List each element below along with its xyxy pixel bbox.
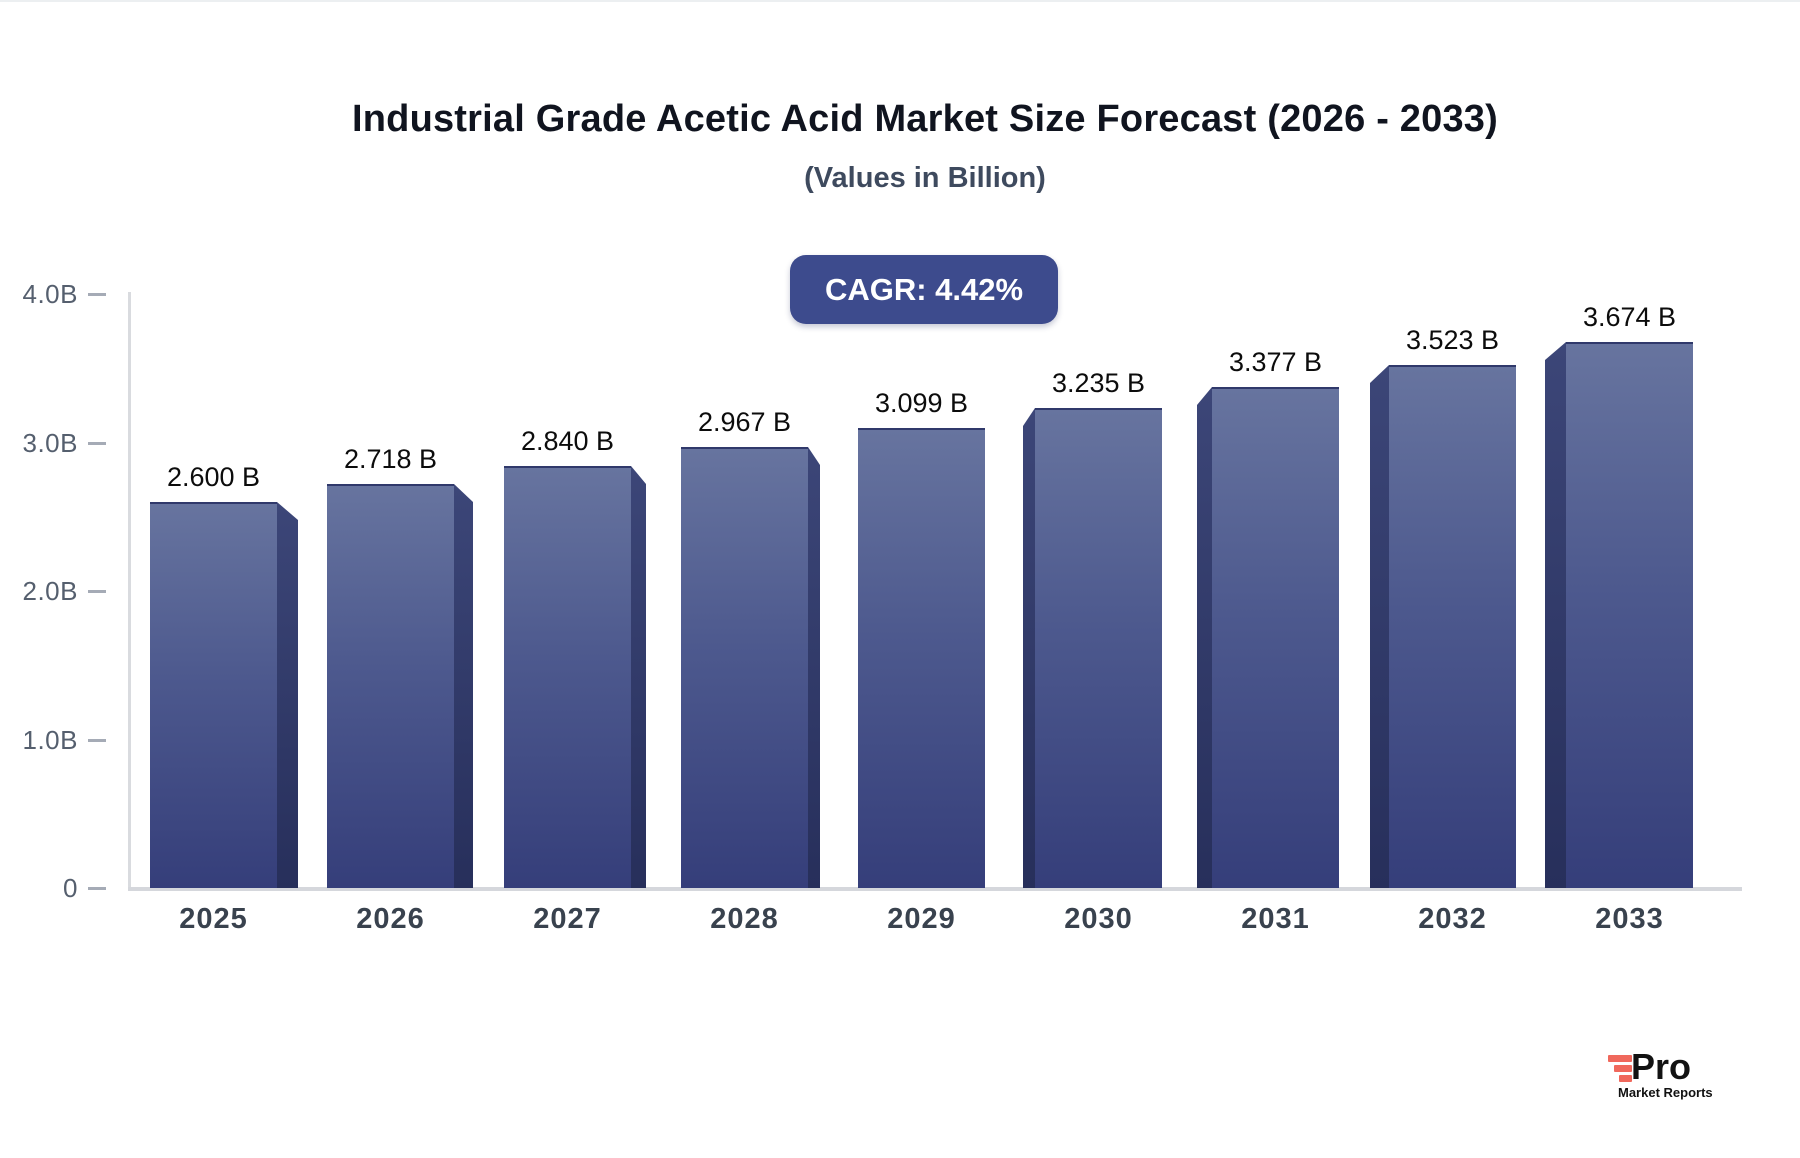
x-axis-label-2028: 2028 xyxy=(710,903,779,935)
bar-2032[interactable] xyxy=(1389,365,1516,888)
bar-side-face-2025 xyxy=(277,502,298,888)
logo-subtext: Market Reports xyxy=(1618,1085,1713,1100)
y-axis-label: 4.0B xyxy=(22,279,78,309)
bar-2033[interactable] xyxy=(1566,342,1693,888)
y-axis-tick xyxy=(88,442,106,445)
bar-2031[interactable] xyxy=(1212,387,1339,888)
bar-side-face-2030 xyxy=(1023,408,1035,888)
bar-value-label-2030: 3.235 B xyxy=(1051,368,1146,398)
y-axis-label: 2.0B xyxy=(22,576,78,606)
bar-2028[interactable] xyxy=(681,447,808,888)
chart-subtitle: (Values in Billion) xyxy=(804,162,1046,194)
x-axis-label-2032: 2032 xyxy=(1418,903,1487,935)
logo-bar-icon xyxy=(1619,1075,1632,1082)
logo-bar-icon xyxy=(1614,1065,1632,1072)
bar-side-face-2031 xyxy=(1197,387,1212,888)
logo-mark-icon xyxy=(1606,1055,1632,1083)
bar-value-label-2026: 2.718 B xyxy=(343,444,438,474)
bar-2025[interactable] xyxy=(150,502,277,888)
bar-side-face-2027 xyxy=(631,466,646,888)
y-axis-tick xyxy=(88,590,106,593)
y-axis-tick xyxy=(88,887,106,890)
bar-side-face-2032 xyxy=(1370,365,1389,888)
y-axis-label: 0 xyxy=(63,873,78,903)
y-axis-line xyxy=(128,292,131,890)
bar-2026[interactable] xyxy=(327,484,454,888)
bar-value-label-2025: 2.600 B xyxy=(166,462,261,492)
x-axis-label-2030: 2030 xyxy=(1064,903,1133,935)
bar-2029[interactable] xyxy=(858,428,985,888)
bar-value-label-2032: 3.523 B xyxy=(1405,325,1500,355)
bar-side-face-2028 xyxy=(808,447,820,888)
logo-bar-icon xyxy=(1608,1055,1632,1062)
bar-value-label-2028: 2.967 B xyxy=(697,407,792,437)
chart-title: Industrial Grade Acetic Acid Market Size… xyxy=(351,98,1498,140)
x-axis-label-2033: 2033 xyxy=(1595,903,1664,935)
x-axis-line xyxy=(128,887,1742,891)
bar-value-label-2027: 2.840 B xyxy=(520,426,615,456)
logo-brand-text: Pro xyxy=(1631,1046,1692,1087)
y-axis-label: 1.0B xyxy=(22,725,78,755)
y-axis-label: 3.0B xyxy=(22,428,78,458)
bar-side-face-2033 xyxy=(1545,342,1566,888)
x-axis-label-2026: 2026 xyxy=(356,903,425,935)
x-axis-label-2025: 2025 xyxy=(179,903,248,935)
bar-value-label-2033: 3.674 B xyxy=(1582,302,1677,332)
bar-2030[interactable] xyxy=(1035,408,1162,888)
bar-value-label-2029: 3.099 B xyxy=(874,388,969,418)
y-axis-tick xyxy=(88,293,106,296)
x-axis-label-2027: 2027 xyxy=(533,903,602,935)
y-axis-tick xyxy=(88,739,106,742)
bar-2027[interactable] xyxy=(504,466,631,888)
bar-value-label-2031: 3.377 B xyxy=(1228,347,1323,377)
bar-side-face-2026 xyxy=(454,484,473,888)
x-axis-label-2029: 2029 xyxy=(887,903,956,935)
brand-logo: Pro Market Reports xyxy=(1606,1046,1766,1118)
x-axis-label-2031: 2031 xyxy=(1241,903,1310,935)
cagr-badge: CAGR: 4.42% xyxy=(790,255,1058,324)
